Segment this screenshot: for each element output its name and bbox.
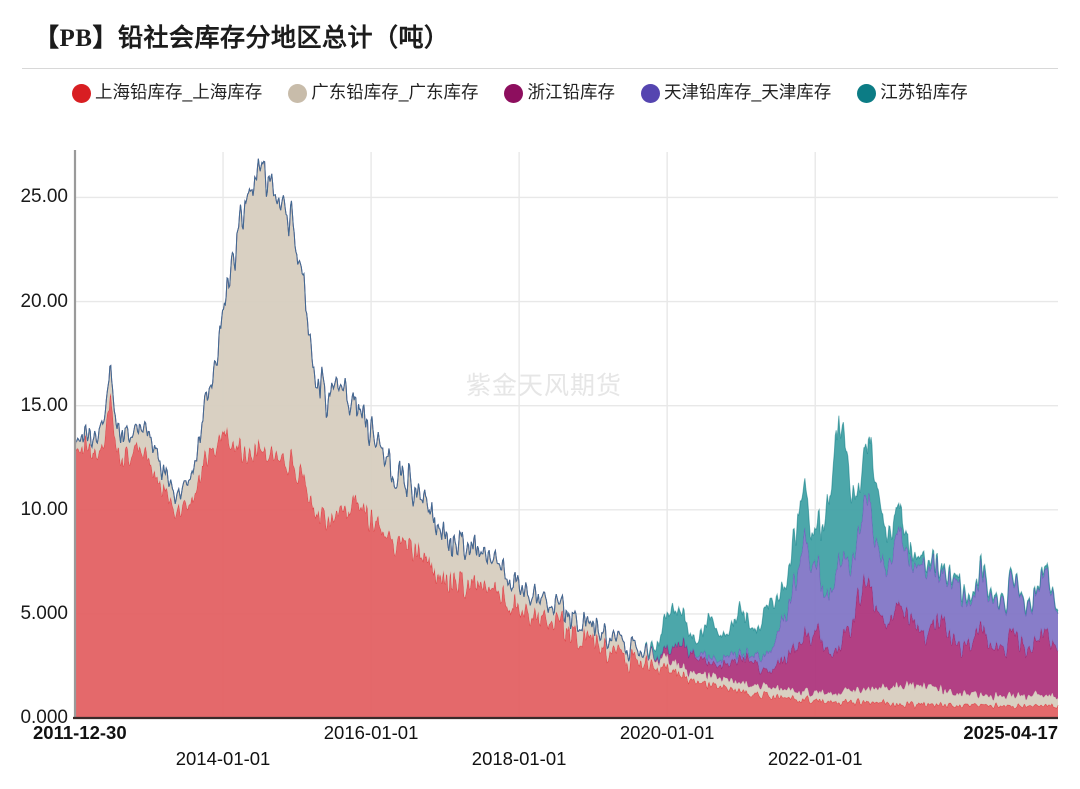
y-axis-tick-label: 10.00 [20,498,68,520]
y-axis-tick-label: 15.00 [20,394,68,416]
legend-color-dot-icon [640,83,660,103]
legend-item-label: 江苏铅库存 [880,82,968,103]
title-divider [22,68,1058,69]
x-axis-tick-label: 2011-12-30 [33,722,127,743]
y-axis-tick-labels: 0.000 5.000 10.00 15.00 20.00 25.00 [0,0,68,789]
area-series [75,158,1058,709]
area-series [75,393,1058,718]
legend-item-label: 天津铅库存_天津库存 [663,82,832,103]
x-axis-tick-label: 2014-01-01 [175,748,271,769]
y-axis-tick-label: 25.00 [20,186,68,208]
legend-item-label: 广东铅库存_广东库存 [311,82,479,103]
y-axis-tick-label: 20.00 [20,290,68,312]
legend-item[interactable]: 天津铅库存_天津库存 [640,78,832,108]
area-series [75,158,1058,674]
page-title: 【PB】铅社会库存分地区总计（吨） [34,25,450,52]
y-axis-tick-label: 5.000 [20,602,68,624]
legend-item[interactable]: 浙江铅库存 [504,78,615,108]
y-axis-tick-label: 0.000 [20,707,68,728]
legend-item[interactable]: 江苏铅库存 [857,78,968,108]
legend-color-dot-icon [504,83,524,103]
legend-item-label: 浙江铅库存 [527,82,615,103]
area-series [75,158,1058,663]
legend-color-dot-icon [72,83,91,103]
x-axis-tick-label: 2018-01-01 [471,748,567,769]
axis-lines [73,150,1058,720]
legend-color-dot-icon [288,83,308,103]
legend-item[interactable]: 上海铅库存_上海库存 [72,78,262,108]
legend-color-dot-icon [857,83,877,103]
data-areas [74,158,1059,718]
legend-item-label: 上海铅库存_上海库存 [95,82,263,103]
legend-item[interactable]: 广东铅库存_广东库存 [288,78,478,108]
chart-legend: 上海铅库存_上海库存 广东铅库存_广东库存 浙江铅库存 天津铅库存_天津库存 江苏铅库存 [72,78,1062,108]
x-axis-tick-label: 2020-01-01 [619,722,715,743]
area-series-outline [74,158,1059,662]
x-axis-tick-label: 2016-01-01 [323,722,419,743]
x-axis-tick-label: 2025-04-17 [963,722,1058,743]
x-axis-tick-label: 2022-01-01 [767,748,863,769]
